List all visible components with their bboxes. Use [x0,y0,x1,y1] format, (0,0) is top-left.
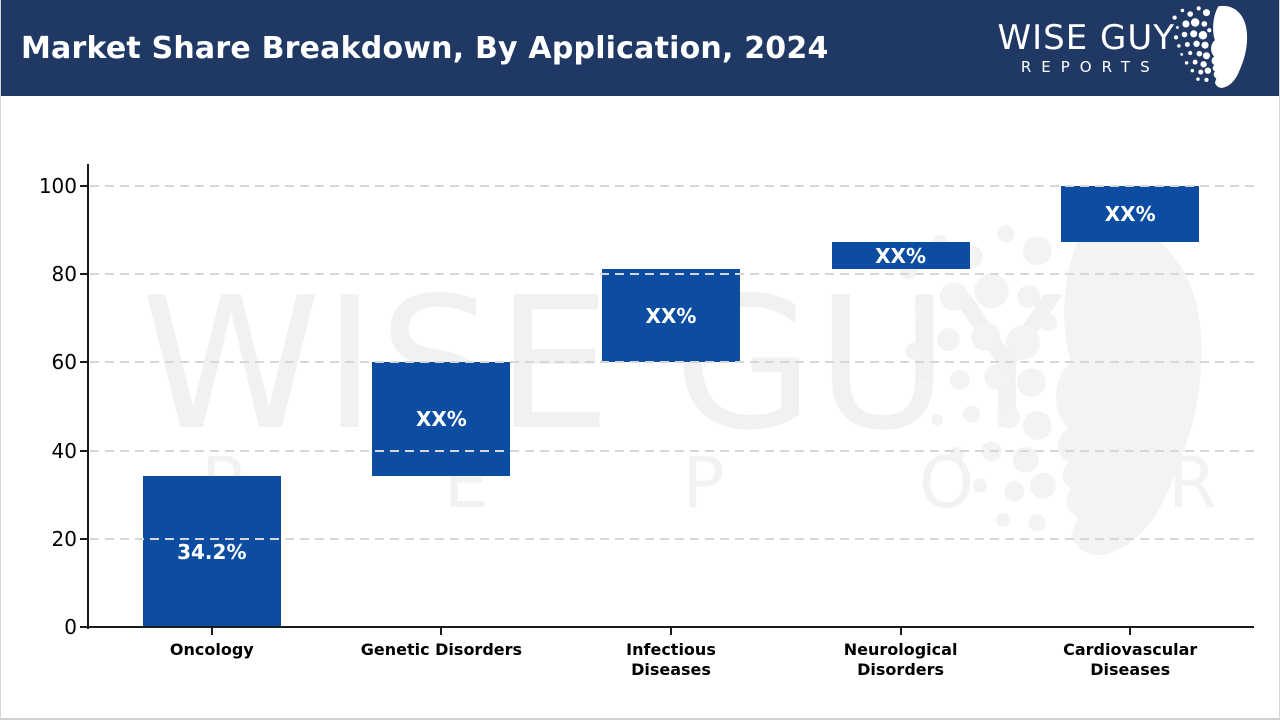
bar-genetic-disorders [372,362,511,477]
gridline-80 [90,273,1260,276]
y-tick-label-0: 0 [64,615,77,639]
x-tick-1 [440,627,443,635]
wise-guy-logo: WISE GUY REPORTS [997,2,1253,94]
x-tick-label-4: Cardiovascular Diseases [1063,640,1198,679]
x-tick-0 [210,627,213,635]
y-tick-label-80: 80 [51,262,77,287]
y-tick-label-100: 100 [38,174,77,198]
x-tick-3 [899,627,902,635]
x-tick-label-0: Oncology [169,640,254,659]
y-tick-20 [80,537,88,540]
y-tick-40 [80,449,88,452]
bar-label-cardiovascular-diseases: XX% [1104,202,1156,227]
bar-label-neurological-disorders: XX% [875,243,927,268]
gridline-100 [90,185,1260,187]
y-axis-line [87,164,89,629]
bar-cardiovascular-diseases [1061,186,1200,243]
logo-wordmark: WISE GUY [997,18,1175,58]
x-tick-2 [670,627,672,635]
logo-subtitle: REPORTS [1020,58,1160,76]
y-tick-label-40: 40 [51,438,77,463]
y-tick-0 [80,626,88,628]
dotted-face-icon [1172,5,1248,88]
x-tick-4 [1129,627,1132,635]
gridline-40 [90,449,1260,452]
logo-text: WISE GUY REPORTS [997,21,1175,75]
bar-label-infectious-diseases: XX% [645,303,697,328]
gridline-60 [90,361,1260,364]
x-axis-line [87,626,1254,628]
header-bar: Market Share Breakdown, By Application, … [1,0,1279,96]
bar-infectious-diseases [602,268,740,363]
bar-label-genetic-disorders: XX% [415,407,467,432]
bar-oncology [142,476,281,627]
x-tick-label-3: Neurological Disorders [843,640,958,679]
y-tick-100 [80,185,88,187]
page-title: Market Share Breakdown, By Application, … [21,30,829,66]
y-tick-80 [80,273,88,276]
watermark-wordmark: WISE GUY [141,258,1065,470]
y-tick-60 [80,361,88,364]
bar-label-oncology: 34.2% [177,539,247,564]
y-tick-label-60: 60 [51,350,77,375]
bar-neurological-disorders [831,242,970,269]
gridline-20 [90,537,1260,540]
x-tick-label-1: Genetic Disorders [360,640,523,659]
y-tick-label-20: 20 [51,526,77,551]
x-tick-label-2: Infectious Diseases [626,640,716,679]
